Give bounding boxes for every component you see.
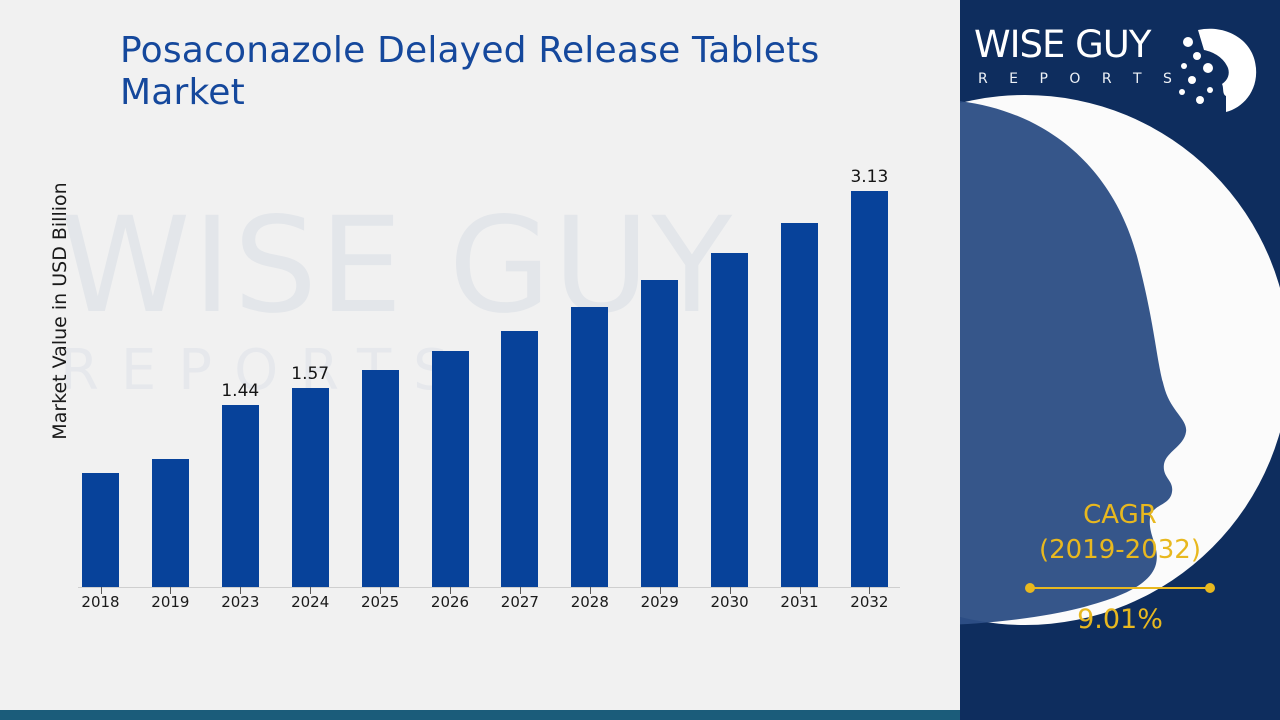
bar-value-label: 3.13 bbox=[850, 167, 889, 187]
bar-rect[interactable] bbox=[781, 223, 818, 587]
bar-value-label: 1.44 bbox=[221, 381, 260, 401]
bottom-accent-strip bbox=[0, 710, 960, 720]
page-title: Posaconazole Delayed Release Tablets Mar… bbox=[120, 30, 820, 114]
bar-rect[interactable] bbox=[711, 253, 749, 587]
logo-wordmark: WISE GUY bbox=[974, 23, 1151, 66]
bar-rect[interactable] bbox=[82, 473, 119, 587]
bar-rect[interactable] bbox=[291, 388, 329, 587]
x-tick-2026 bbox=[450, 587, 451, 594]
y-axis-label: Market Value in USD Billion bbox=[49, 182, 71, 440]
cagr-title: CAGR bbox=[1083, 500, 1157, 530]
x-tick-label-2027: 2027 bbox=[500, 593, 539, 611]
x-tick-label-2024: 2024 bbox=[291, 593, 330, 611]
x-tick-2019 bbox=[170, 587, 172, 594]
x-tick-2031 bbox=[799, 587, 801, 594]
x-tick-label-2025: 2025 bbox=[361, 593, 400, 611]
bar-rect[interactable] bbox=[151, 459, 189, 587]
brand-panel: WISE GUY R E P O R T S CAGR (2019-2032) bbox=[960, 0, 1280, 720]
bar-value-label: 1.57 bbox=[291, 364, 330, 384]
x-tick-2024 bbox=[310, 587, 312, 594]
x-tick-2032 bbox=[869, 587, 871, 594]
x-tick-2027 bbox=[519, 587, 521, 594]
cagr-value: 9.01% bbox=[1077, 604, 1163, 636]
bar-rect[interactable] bbox=[221, 405, 259, 587]
cagr-divider-line bbox=[1031, 587, 1209, 590]
bar-rect[interactable] bbox=[641, 280, 679, 587]
x-axis-line bbox=[78, 587, 900, 588]
x-tick-2023 bbox=[240, 587, 242, 594]
logo-head-dots-icon bbox=[1179, 28, 1257, 113]
x-tick-label-2029: 2029 bbox=[640, 593, 679, 611]
x-tick-label-2018: 2018 bbox=[81, 593, 120, 611]
x-tick-label-2030: 2030 bbox=[710, 593, 749, 611]
x-tick-label-2026: 2026 bbox=[430, 593, 470, 611]
bar-rect[interactable] bbox=[571, 307, 609, 587]
cagr-divider-dot-left bbox=[1025, 583, 1035, 594]
bar-rect[interactable] bbox=[431, 351, 469, 587]
cagr-divider bbox=[1025, 582, 1215, 594]
x-tick-2030 bbox=[729, 587, 731, 594]
x-tick-label-2031: 2031 bbox=[780, 593, 819, 611]
x-tick-2029 bbox=[659, 587, 661, 594]
bar-rect[interactable] bbox=[850, 191, 888, 587]
logo-subtitle: R E P O R T S bbox=[978, 71, 1181, 87]
brand-logo: WISE GUY R E P O R T S bbox=[968, 23, 1268, 113]
plot-area: 1.44 1.57 3.13 bbox=[78, 150, 898, 587]
bar-rect[interactable] bbox=[361, 370, 399, 587]
x-tick-2025 bbox=[380, 587, 382, 594]
bar-rect[interactable] bbox=[501, 331, 539, 587]
x-tick-label-2023: 2023 bbox=[221, 593, 260, 611]
x-tick-label-2032: 2032 bbox=[850, 593, 889, 611]
cagr-block: CAGR (2019-2032) 9.01% bbox=[960, 498, 1280, 635]
x-tick-label-2028: 2028 bbox=[570, 593, 609, 611]
cagr-divider-dot-right bbox=[1205, 583, 1215, 594]
head-profile-silhouette-icon bbox=[960, 101, 1187, 625]
chart-panel: WISE GUY REPORTS Posaconazole Delayed Re… bbox=[0, 30, 960, 720]
x-tick-2028 bbox=[589, 587, 591, 594]
cagr-period: (2019-2032) bbox=[1038, 535, 1201, 566]
x-tick-label-2019: 2019 bbox=[151, 593, 190, 611]
x-tick-2018 bbox=[100, 587, 102, 594]
